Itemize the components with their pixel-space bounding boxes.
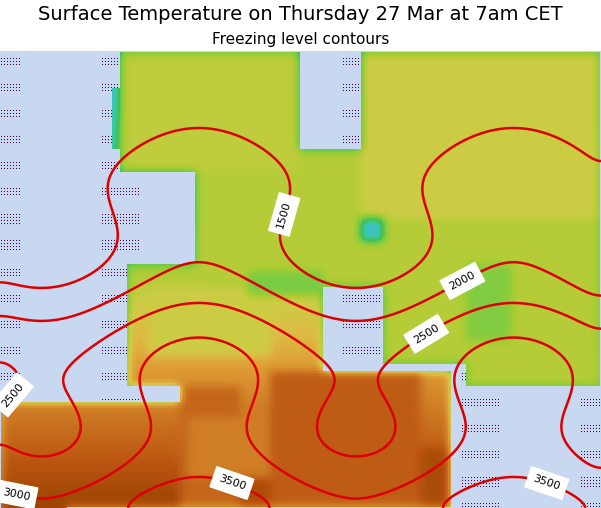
Text: 3500: 3500 bbox=[532, 474, 562, 492]
Text: 2500: 2500 bbox=[0, 381, 25, 409]
Text: 3000: 3000 bbox=[2, 487, 31, 502]
Text: Surface Temperature on Thursday 27 Mar at 7am CET: Surface Temperature on Thursday 27 Mar a… bbox=[38, 5, 563, 24]
Text: 2000: 2000 bbox=[448, 270, 477, 292]
Text: 2500: 2500 bbox=[412, 322, 441, 345]
Text: 3500: 3500 bbox=[217, 474, 247, 492]
Text: 1500: 1500 bbox=[275, 200, 293, 229]
Text: Freezing level contours: Freezing level contours bbox=[212, 32, 389, 47]
